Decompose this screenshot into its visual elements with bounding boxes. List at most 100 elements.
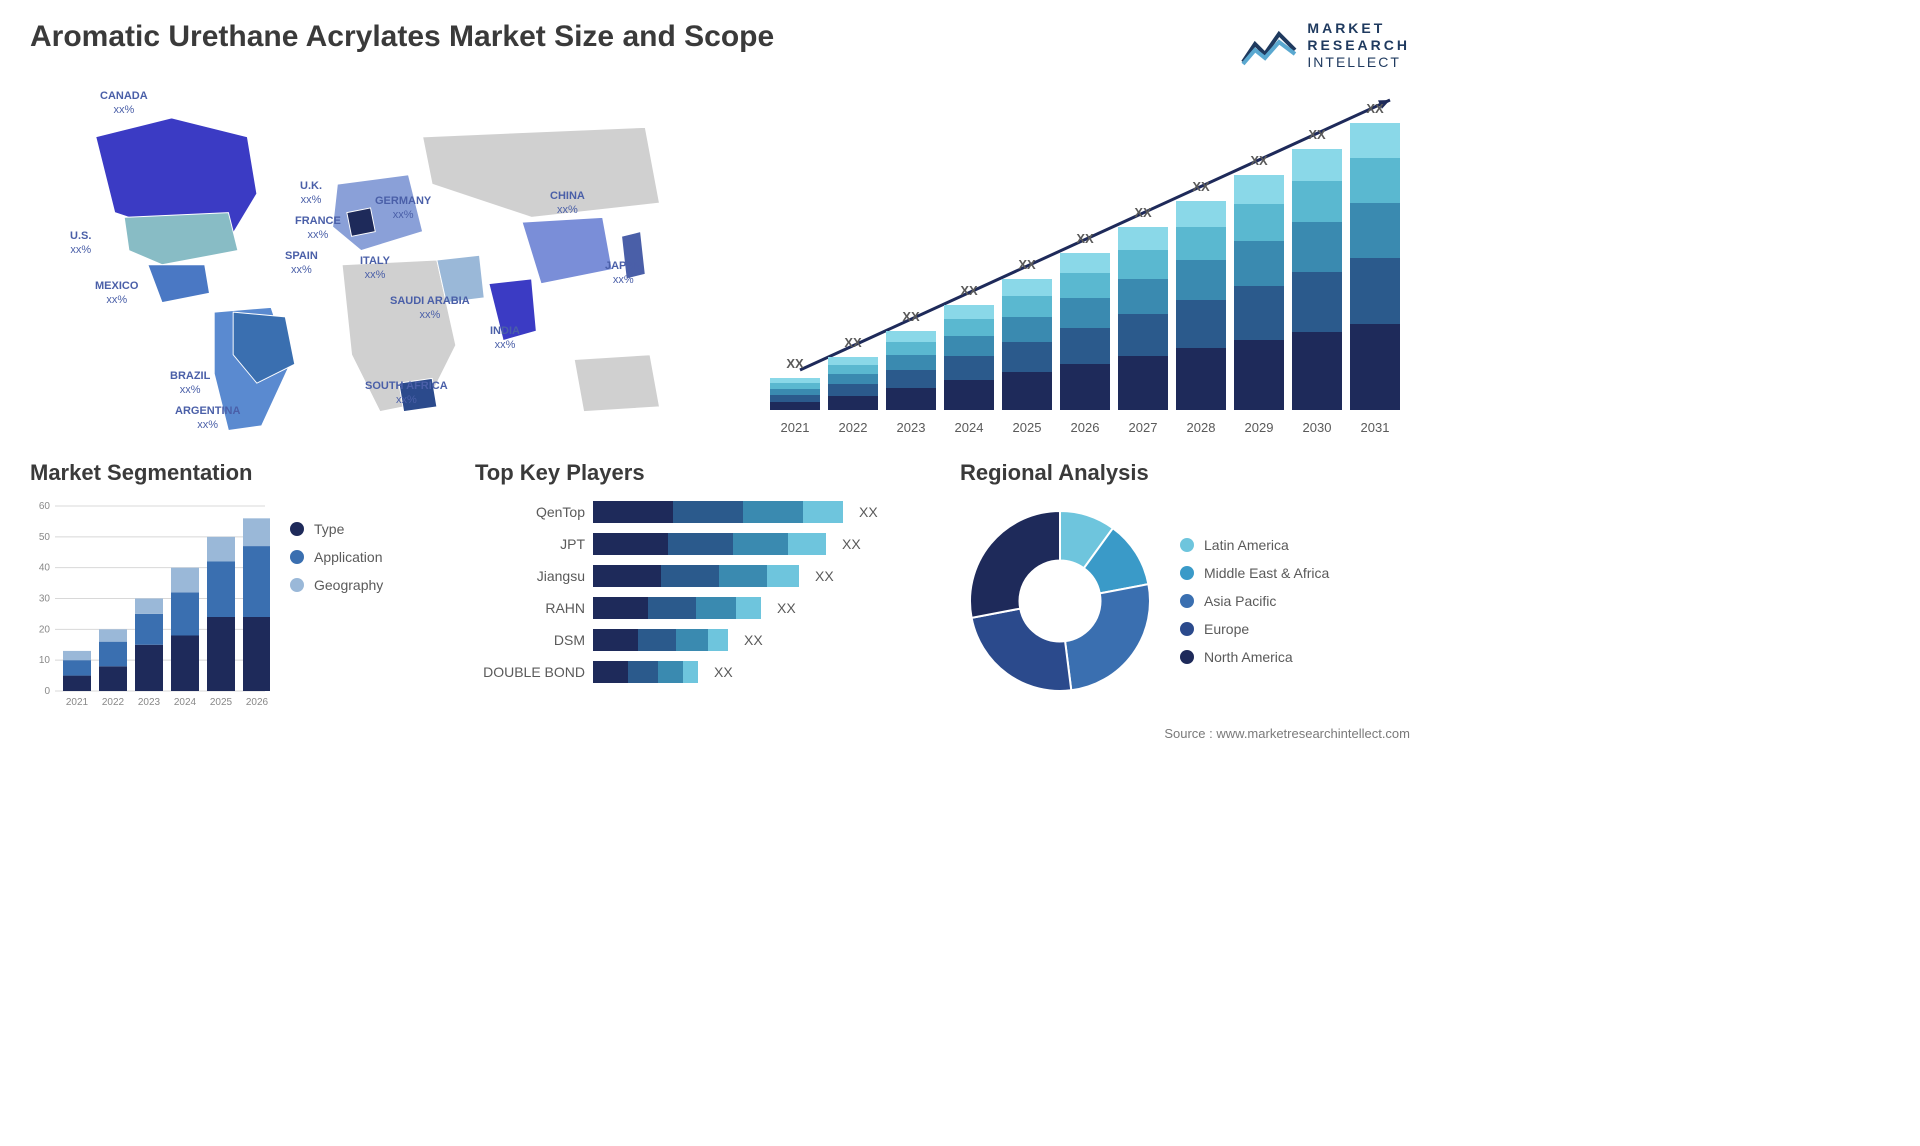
player-row: DSM XX	[475, 629, 895, 651]
map-label: MEXICOxx%	[95, 280, 138, 306]
segmentation-section: Market Segmentation 01020304050602021202…	[30, 460, 450, 711]
player-name: DSM	[475, 632, 585, 648]
map-label: U.K.xx%	[300, 180, 322, 206]
map-label: GERMANYxx%	[375, 195, 431, 221]
legend-item: Geography	[290, 577, 383, 593]
map-label: CANADAxx%	[100, 90, 148, 116]
legend-dot	[1180, 566, 1194, 580]
svg-text:20: 20	[39, 625, 51, 636]
svg-text:XX: XX	[1134, 205, 1152, 220]
svg-text:2021: 2021	[781, 420, 810, 435]
svg-text:40: 40	[39, 563, 51, 574]
svg-text:2026: 2026	[246, 697, 269, 708]
svg-text:2026: 2026	[1071, 420, 1100, 435]
player-name: DOUBLE BOND	[475, 664, 585, 680]
players-title: Top Key Players	[475, 460, 935, 486]
logo-icon	[1241, 24, 1297, 66]
svg-text:2024: 2024	[174, 697, 197, 708]
legend-dot	[290, 578, 304, 592]
svg-text:2024: 2024	[955, 420, 984, 435]
legend-dot	[1180, 594, 1194, 608]
world-map: CANADAxx%U.S.xx%MEXICOxx%BRAZILxx%ARGENT…	[30, 80, 730, 440]
svg-text:2022: 2022	[102, 697, 125, 708]
map-label: INDIAxx%	[490, 325, 520, 351]
segmentation-chart: 0102030405060202120222023202420252026	[30, 501, 270, 711]
svg-text:XX: XX	[1308, 127, 1326, 142]
legend-dot	[290, 550, 304, 564]
svg-text:2031: 2031	[1361, 420, 1390, 435]
player-row: DOUBLE BONDXX	[475, 661, 895, 683]
map-label: SOUTH AFRICAxx%	[365, 380, 448, 406]
map-label: CHINAxx%	[550, 190, 585, 216]
map-label: FRANCExx%	[295, 215, 341, 241]
map-label: ARGENTINAxx%	[175, 405, 240, 431]
legend-item: Application	[290, 549, 383, 565]
players-section: Top Key Players QenTopXXJPTXXJiangsuXXRA…	[475, 460, 935, 711]
svg-text:XX: XX	[960, 283, 978, 298]
player-value: XX	[744, 632, 763, 648]
svg-text:2025: 2025	[210, 697, 233, 708]
legend-label: North America	[1204, 649, 1293, 665]
player-bar	[593, 501, 843, 523]
svg-text:2028: 2028	[1187, 420, 1216, 435]
regional-donut	[960, 501, 1160, 701]
map-label: ITALYxx%	[360, 255, 390, 281]
svg-text:XX: XX	[1366, 101, 1384, 116]
svg-text:2021: 2021	[66, 697, 89, 708]
svg-text:XX: XX	[844, 335, 862, 350]
player-bar	[593, 629, 728, 651]
legend-label: Asia Pacific	[1204, 593, 1276, 609]
player-name: QenTop	[475, 504, 585, 520]
svg-text:XX: XX	[1250, 153, 1268, 168]
svg-text:30: 30	[39, 594, 51, 605]
player-row: RAHNXX	[475, 597, 895, 619]
segmentation-legend: Type Application Geography	[290, 501, 383, 711]
legend-dot	[290, 522, 304, 536]
logo-line3: INTELLECT	[1307, 54, 1410, 71]
segmentation-title: Market Segmentation	[30, 460, 450, 486]
map-label: JAPANxx%	[605, 260, 641, 286]
player-bar	[593, 597, 761, 619]
legend-dot	[1180, 622, 1194, 636]
logo-line1: MARKET	[1307, 20, 1410, 37]
player-name: Jiangsu	[475, 568, 585, 584]
legend-label: Type	[314, 521, 344, 537]
player-value: XX	[859, 504, 878, 520]
svg-text:2023: 2023	[897, 420, 926, 435]
legend-item: Europe	[1180, 621, 1329, 637]
svg-text:XX: XX	[1018, 257, 1036, 272]
player-value: XX	[777, 600, 796, 616]
svg-text:50: 50	[39, 532, 51, 543]
svg-text:10: 10	[39, 656, 51, 667]
svg-text:XX: XX	[1076, 231, 1094, 246]
player-bar	[593, 565, 799, 587]
legend-item: North America	[1180, 649, 1329, 665]
legend-label: Geography	[314, 577, 383, 593]
logo-line2: RESEARCH	[1307, 37, 1410, 54]
player-bar	[593, 533, 826, 555]
svg-text:2022: 2022	[839, 420, 868, 435]
regional-title: Regional Analysis	[960, 460, 1410, 486]
page-title: Aromatic Urethane Acrylates Market Size …	[30, 20, 774, 54]
brand-logo: MARKET RESEARCH INTELLECT	[1241, 20, 1410, 70]
player-bar	[593, 661, 698, 683]
svg-text:XX: XX	[1192, 179, 1210, 194]
source-attribution: Source : www.marketresearchintellect.com	[30, 726, 1410, 741]
svg-text:2030: 2030	[1303, 420, 1332, 435]
map-label: SAUDI ARABIAxx%	[390, 295, 470, 321]
player-value: XX	[815, 568, 834, 584]
legend-item: Asia Pacific	[1180, 593, 1329, 609]
svg-text:60: 60	[39, 501, 51, 512]
svg-text:2025: 2025	[1013, 420, 1042, 435]
player-row: Jiangsu XX	[475, 565, 895, 587]
growth-bar-chart: XX 2021 XX 2022 XX 2023 XX 2024 XX 2025 XX 2026 XX 20…	[750, 80, 1410, 440]
legend-label: Application	[314, 549, 383, 565]
legend-item: Latin America	[1180, 537, 1329, 553]
legend-label: Middle East & Africa	[1204, 565, 1329, 581]
legend-label: Latin America	[1204, 537, 1289, 553]
player-value: XX	[842, 536, 861, 552]
svg-text:2027: 2027	[1129, 420, 1158, 435]
legend-item: Type	[290, 521, 383, 537]
player-row: JPTXX	[475, 533, 895, 555]
legend-dot	[1180, 650, 1194, 664]
